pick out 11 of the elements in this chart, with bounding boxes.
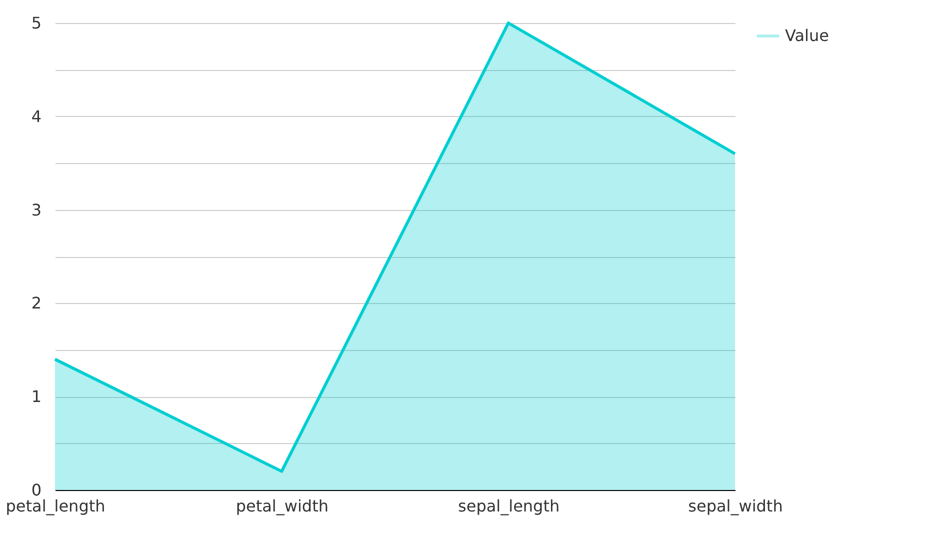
x-tick-label: sepal_length bbox=[458, 496, 560, 516]
x-tick-label: sepal_width bbox=[688, 496, 783, 516]
x-tick-label: petal_width bbox=[236, 496, 328, 516]
y-tick-label: 4 bbox=[31, 106, 42, 126]
y-tick-label: 2 bbox=[31, 294, 42, 313]
y-tick-label: 5 bbox=[31, 14, 42, 32]
legend-label: Value bbox=[785, 26, 829, 45]
y-tick-label: 3 bbox=[31, 200, 42, 220]
y-tick-label: 1 bbox=[31, 387, 42, 406]
x-tick-label: petal_length bbox=[6, 496, 106, 516]
y-tick-label: 0 bbox=[31, 480, 42, 500]
